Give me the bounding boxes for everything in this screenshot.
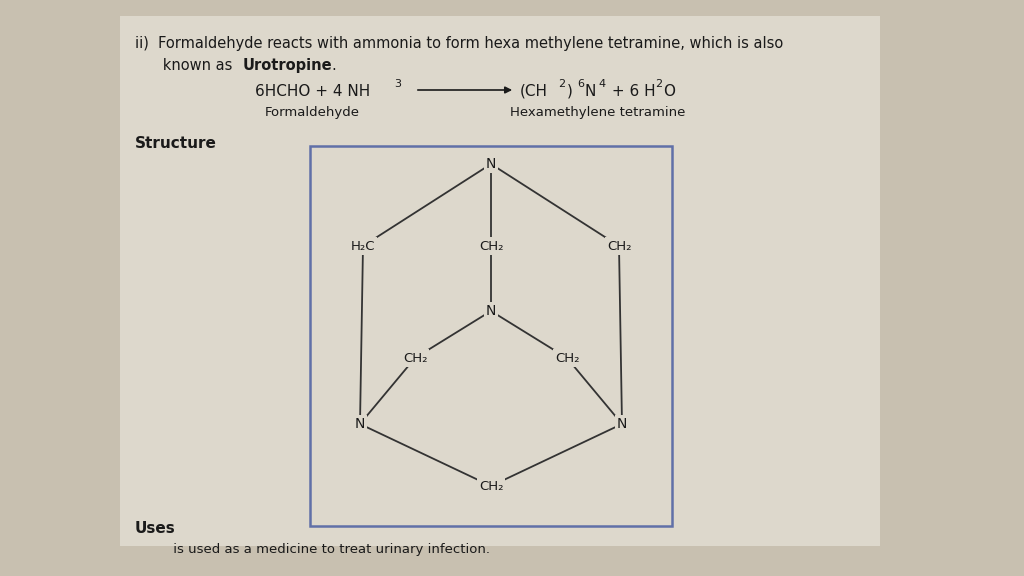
Text: CH₂: CH₂ xyxy=(607,240,631,252)
Text: 2: 2 xyxy=(558,79,565,89)
Text: .: . xyxy=(331,58,336,73)
Text: 3: 3 xyxy=(394,79,401,89)
Text: Hexamethylene tetramine: Hexamethylene tetramine xyxy=(510,106,685,119)
Text: CH₂: CH₂ xyxy=(479,240,503,252)
Text: N: N xyxy=(485,304,497,318)
Text: CH₂: CH₂ xyxy=(402,351,427,365)
Text: ): ) xyxy=(567,84,572,99)
Bar xyxy=(310,146,672,526)
Text: H₂C: H₂C xyxy=(351,240,375,252)
Text: (CH: (CH xyxy=(520,84,548,99)
Text: 4: 4 xyxy=(598,79,605,89)
Text: 2: 2 xyxy=(655,79,663,89)
Text: Structure: Structure xyxy=(135,136,217,151)
Text: CH₂: CH₂ xyxy=(555,351,580,365)
Text: N: N xyxy=(616,417,627,431)
Text: N: N xyxy=(354,417,366,431)
Text: N: N xyxy=(485,157,497,171)
Text: O: O xyxy=(663,84,675,99)
Text: N: N xyxy=(585,84,596,99)
Bar xyxy=(120,16,880,546)
Text: known as: known as xyxy=(135,58,237,73)
Text: ii)  Formaldehyde reacts with ammonia to form hexa methylene tetramine, which is: ii) Formaldehyde reacts with ammonia to … xyxy=(135,36,783,51)
Text: 6: 6 xyxy=(577,79,584,89)
Text: 6HCHO + 4 NH: 6HCHO + 4 NH xyxy=(255,84,371,99)
Text: + 6 H: + 6 H xyxy=(607,84,655,99)
Text: Formaldehyde: Formaldehyde xyxy=(265,106,360,119)
Text: Urotropine: Urotropine xyxy=(243,58,333,73)
Text: is used as a medicine to treat urinary infection.: is used as a medicine to treat urinary i… xyxy=(135,543,490,556)
Text: CH₂: CH₂ xyxy=(479,479,503,492)
Text: Uses: Uses xyxy=(135,521,176,536)
